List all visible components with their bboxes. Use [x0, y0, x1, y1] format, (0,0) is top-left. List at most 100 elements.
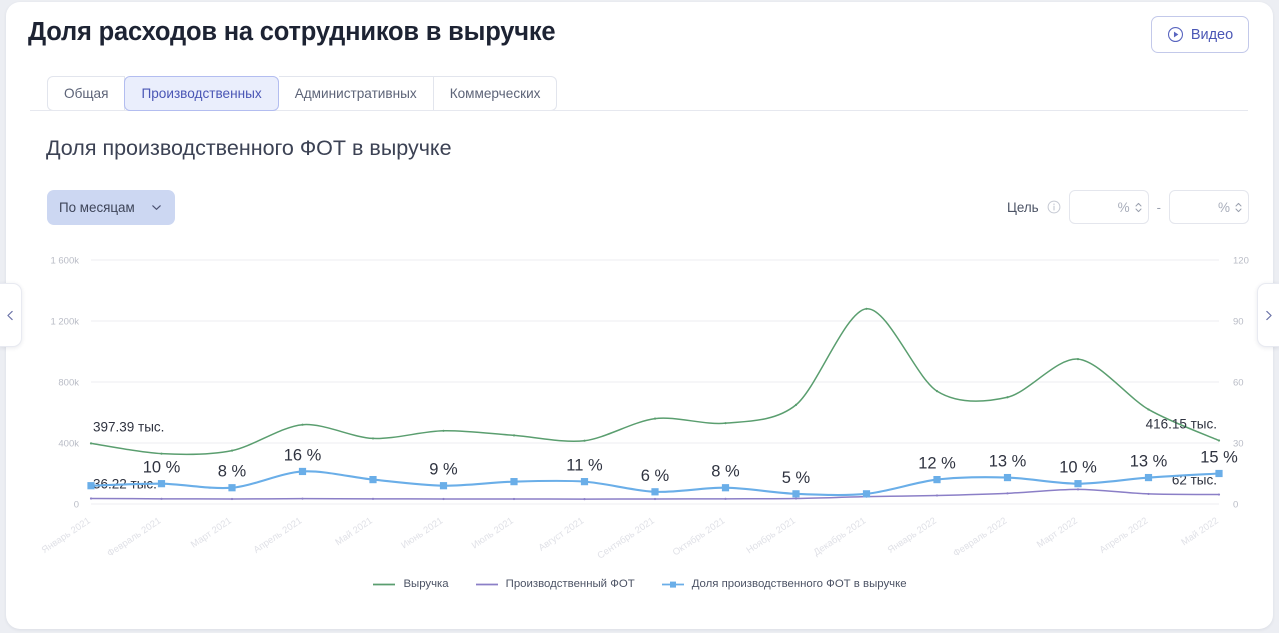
legend-line-revenue — [373, 583, 396, 585]
period-select-label: По месяцам — [59, 200, 135, 215]
tab-obshaya[interactable]: Общая — [47, 76, 126, 111]
section-title: Доля производственного ФОТ в выручке — [46, 136, 452, 160]
data-point-marker — [1147, 408, 1150, 411]
data-point-marker — [439, 482, 448, 490]
target-from-input[interactable]: % — [1068, 190, 1149, 224]
data-point-marker — [865, 307, 868, 310]
data-point-marker — [1074, 480, 1082, 488]
target-to-input[interactable]: % — [1169, 190, 1249, 224]
data-point-marker — [442, 497, 445, 501]
y-axis-left-tick: 1 600k — [50, 256, 79, 267]
data-point-marker — [301, 423, 304, 426]
target-range-dash: - — [1156, 199, 1161, 215]
data-point-marker — [369, 476, 377, 484]
data-point-label: 13 % — [989, 453, 1027, 471]
chevron-down-icon — [150, 201, 163, 214]
x-axis-tick-label: Август 2021 — [537, 515, 587, 553]
y-axis-right-tick: 60 — [1233, 378, 1244, 389]
data-point-marker — [653, 497, 657, 501]
video-button[interactable]: Видео — [1151, 16, 1249, 53]
data-point-marker — [1003, 473, 1012, 482]
data-point-marker — [89, 442, 93, 445]
data-point-label: 13 % — [1130, 453, 1168, 471]
chevron-right-icon — [1266, 310, 1272, 320]
x-axis-tick-label: Апрель 2021 — [252, 515, 305, 555]
data-point-marker — [1215, 469, 1223, 478]
data-point-label: 12 % — [918, 455, 956, 473]
tab-proizvodstvennyh[interactable]: Производственных — [124, 76, 279, 111]
x-axis-tick-label: Январь 2022 — [886, 515, 939, 556]
tab-administrativnyh[interactable]: Административных — [278, 76, 434, 111]
legend-label-revenue: Выручка — [403, 578, 449, 590]
data-point-label: 5 % — [782, 469, 811, 487]
data-point-marker — [301, 497, 304, 500]
data-point-marker — [228, 484, 236, 492]
data-point-label: 15 % — [1200, 449, 1238, 467]
data-point-label: 8 % — [218, 463, 247, 481]
y-axis-right-tick: 90 — [1233, 317, 1244, 328]
data-point-label: 9 % — [429, 461, 458, 479]
x-axis-tick-label: Март 2021 — [189, 515, 234, 550]
legend-item-revenue[interactable]: Выручка — [372, 578, 449, 590]
data-point-marker — [512, 497, 516, 501]
data-point-marker — [1006, 492, 1009, 495]
x-axis-tick-label: Июнь 2021 — [399, 515, 445, 551]
tab-kommercheskih[interactable]: Коммерческих — [433, 76, 558, 111]
prev-report-button[interactable] — [0, 283, 22, 347]
video-button-label: Видео — [1190, 26, 1234, 43]
x-axis-tick-label: Февраль 2022 — [951, 515, 1009, 559]
legend-item-payroll[interactable]: Производственный ФОТ — [475, 578, 635, 590]
report-tabs: Общая Производственных Административных … — [47, 76, 558, 111]
legend-line-share — [661, 581, 684, 588]
tabs-divider — [30, 110, 1248, 111]
target-from-value: % — [1117, 199, 1130, 215]
chart-container: 0 0 400k 30 800k 60 1 200k 90 1 600k 120 397.39 ты… — [6, 242, 1273, 582]
play-circle-icon — [1167, 26, 1184, 43]
data-point-marker — [1147, 492, 1150, 496]
info-icon[interactable] — [1047, 200, 1061, 214]
page-title: Доля расходов на сотрудников в выручке — [28, 18, 556, 46]
data-point-marker — [160, 452, 163, 455]
x-axis-tick-label: Март 2022 — [1035, 515, 1080, 550]
data-point-marker — [371, 497, 375, 500]
x-axis-tick-label: Апрель 2022 — [1098, 515, 1151, 555]
data-point-marker — [1076, 488, 1080, 491]
x-axis-tick-label: Октябрь 2021 — [671, 515, 727, 558]
y-axis-right-tick: 120 — [1233, 256, 1249, 267]
data-point-marker — [862, 490, 871, 498]
data-point-marker — [298, 467, 307, 476]
legend-line-payroll — [475, 583, 498, 585]
stepper-from-icon[interactable] — [1134, 200, 1143, 215]
series-start-label: 397.39 тыс. — [93, 419, 164, 434]
chevron-left-icon — [7, 310, 13, 320]
data-point-marker — [651, 488, 659, 496]
x-axis-tick-label: Февраль 2021 — [105, 515, 163, 559]
stepper-to-icon[interactable] — [1234, 200, 1243, 215]
legend-label-payroll: Производственный ФОТ — [505, 578, 635, 590]
data-point-marker — [510, 478, 518, 486]
x-axis-tick-label: Ноябрь 2021 — [744, 515, 797, 556]
report-card: Доля расходов на сотрудников в выручке В… — [6, 2, 1273, 629]
data-point-marker — [724, 497, 727, 500]
data-point-marker — [442, 429, 445, 432]
data-point-marker — [1217, 493, 1221, 496]
legend-label-share: Доля производственного ФОТ в выручке — [691, 578, 907, 590]
data-point-marker — [794, 403, 798, 406]
period-select[interactable]: По месяцам — [47, 190, 175, 225]
data-point-marker — [794, 497, 798, 500]
data-point-marker — [1006, 396, 1009, 399]
target-label: Цель — [1006, 199, 1039, 215]
legend-item-share[interactable]: Доля производственного ФОТ в выручке — [661, 578, 907, 590]
data-point-marker — [1217, 439, 1221, 442]
y-axis-right-tick: 30 — [1233, 439, 1244, 450]
data-point-marker — [933, 476, 941, 484]
next-report-button[interactable] — [1257, 283, 1279, 347]
data-point-marker — [157, 480, 166, 488]
data-point-label: 10 % — [143, 459, 181, 477]
line-chart: 0 0 400k 30 800k 60 1 200k 90 1 600k 120 397.39 ты… — [40, 256, 1249, 562]
x-axis-tick-label: Май 2021 — [333, 515, 374, 548]
data-point-marker — [371, 437, 375, 440]
y-axis-left-tick: 400k — [58, 439, 79, 450]
data-point-marker — [1076, 358, 1080, 361]
